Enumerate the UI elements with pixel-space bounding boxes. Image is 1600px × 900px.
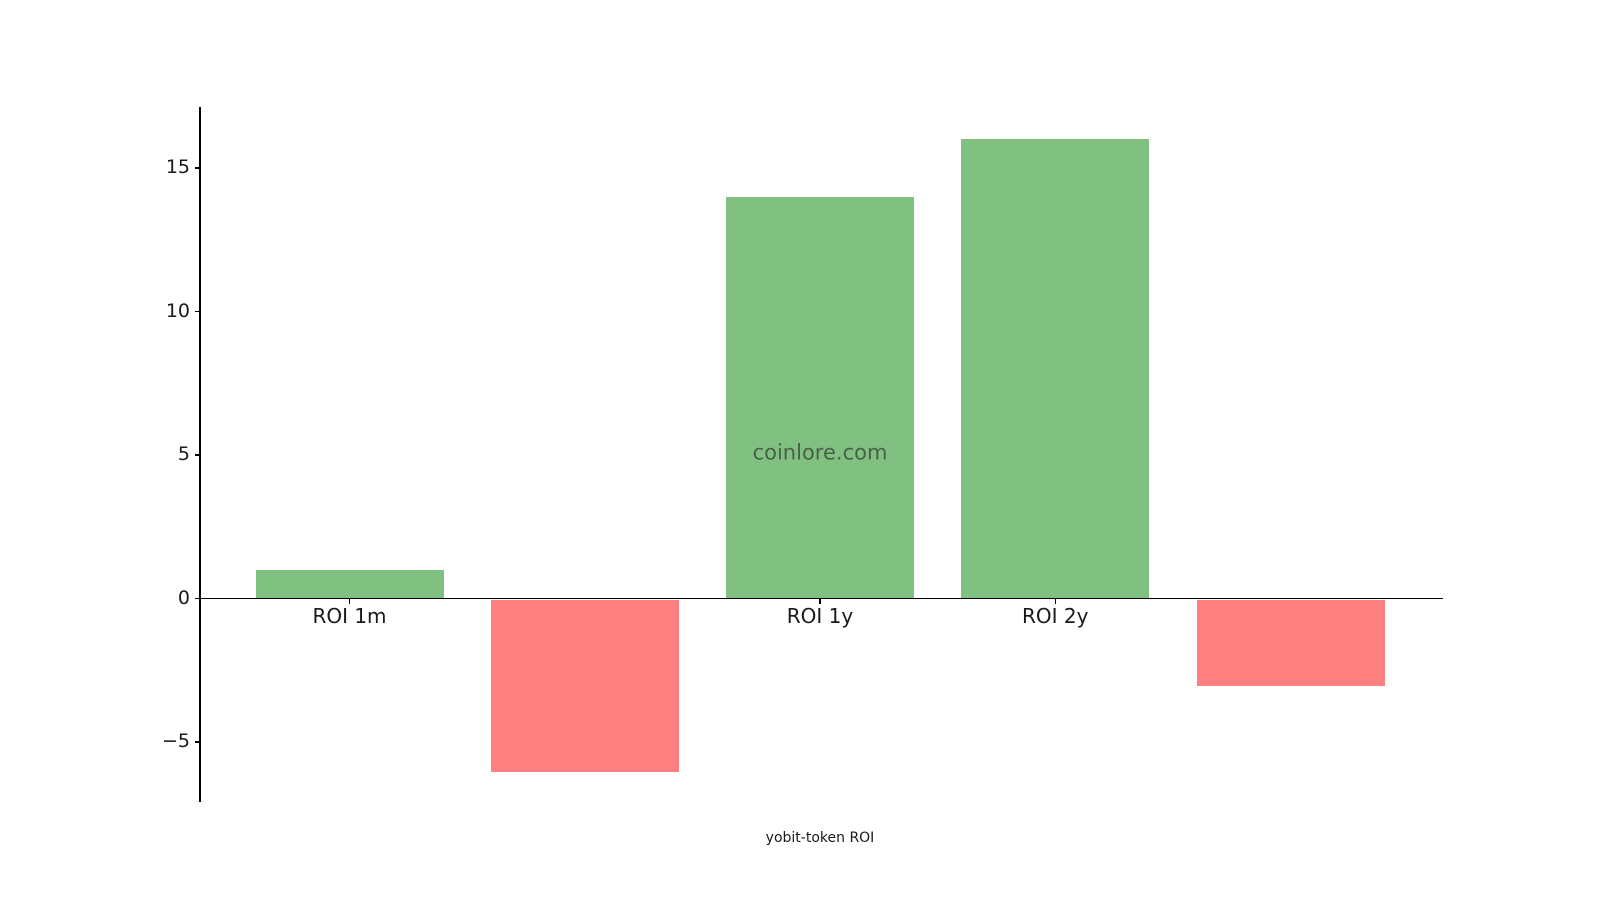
y-tick-mark: [195, 741, 199, 743]
y-tick-label: −5: [161, 730, 190, 753]
x-axis-line: [196, 597, 1443, 600]
x-tick-mark: [348, 599, 351, 604]
bar-unlabeled-4: [1196, 599, 1385, 686]
y-axis-line: [199, 107, 201, 802]
bar-roi-1y: [726, 196, 914, 599]
chart-title: yobit-token ROI: [765, 830, 875, 846]
y-tick-label: 5: [177, 443, 190, 466]
y-tick-label: 0: [177, 586, 190, 609]
bar-roi-2y: [961, 139, 1150, 599]
y-tick-mark: [195, 310, 199, 313]
bar-roi-1m: [255, 569, 444, 599]
x-tick-label: ROI 1y: [786, 604, 854, 628]
y-tick-mark: [195, 167, 199, 169]
y-tick-label: 15: [165, 156, 190, 179]
x-tick-mark: [1054, 599, 1056, 604]
x-tick-label: ROI 1m: [312, 604, 387, 628]
watermark-text: coinlore.com: [752, 440, 888, 465]
x-tick-mark: [819, 599, 821, 604]
bar-unlabeled-1: [490, 599, 679, 772]
y-tick-mark: [195, 454, 199, 456]
x-tick-label: ROI 2y: [1022, 604, 1089, 628]
y-tick-label: 10: [165, 299, 190, 322]
y-tick-mark: [195, 597, 199, 600]
